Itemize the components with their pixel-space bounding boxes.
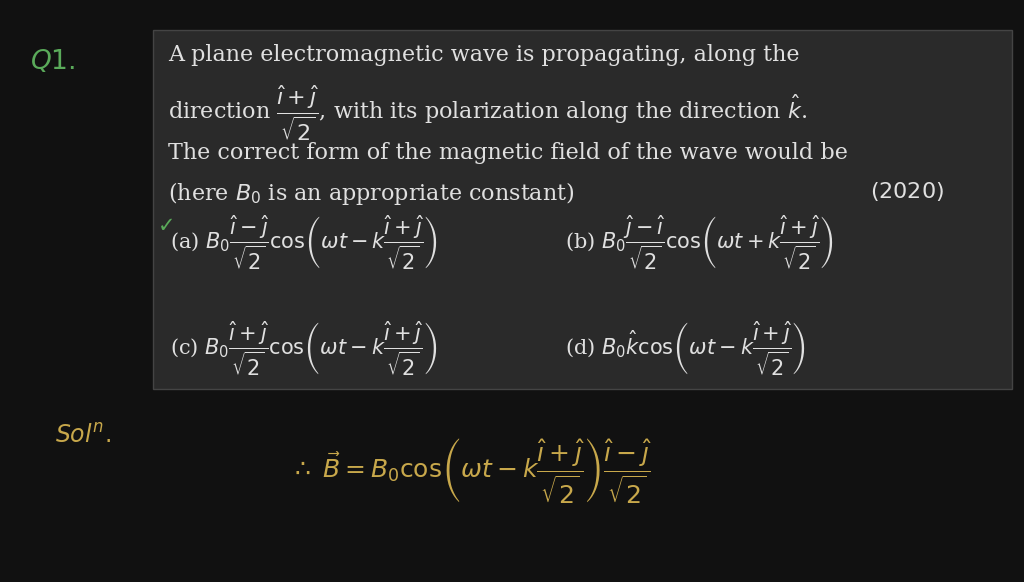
Text: $Q1.$: $Q1.$ [30, 47, 75, 74]
Text: (here $B_0$ is an appropriate constant): (here $B_0$ is an appropriate constant) [168, 180, 574, 207]
Text: $\therefore\;\vec{B} = B_0\cos\!\left(\omega t - k\dfrac{\hat{\imath}+\hat{\jmat: $\therefore\;\vec{B} = B_0\cos\!\left(\o… [290, 437, 651, 506]
Text: A plane electromagnetic wave is propagating, along the: A plane electromagnetic wave is propagat… [168, 44, 800, 66]
Text: $(2020)$: $(2020)$ [870, 180, 944, 203]
Text: (a) $B_0\dfrac{\hat{\imath}-\hat{\jmath}}{\sqrt{2}}\cos\!\left(\omega t - k\dfra: (a) $B_0\dfrac{\hat{\imath}-\hat{\jmath}… [170, 214, 438, 272]
Text: direction $\dfrac{\hat{\imath}+\hat{\jmath}}{\sqrt{2}}$, with its polarization a: direction $\dfrac{\hat{\imath}+\hat{\jma… [168, 84, 807, 143]
Text: (d) $B_0\hat{k}\cos\!\left(\omega t - k\dfrac{\hat{\imath}+\hat{\jmath}}{\sqrt{2: (d) $B_0\hat{k}\cos\!\left(\omega t - k\… [565, 320, 806, 378]
FancyBboxPatch shape [153, 30, 1012, 389]
Text: (b) $B_0\dfrac{\hat{\jmath}-\hat{\imath}}{\sqrt{2}}\cos\!\left(\omega t + k\dfra: (b) $B_0\dfrac{\hat{\jmath}-\hat{\imath}… [565, 214, 834, 272]
Text: (c) $B_0\dfrac{\hat{\imath}+\hat{\jmath}}{\sqrt{2}}\cos\!\left(\omega t - k\dfra: (c) $B_0\dfrac{\hat{\imath}+\hat{\jmath}… [170, 320, 437, 378]
Text: $Sol^n.$: $Sol^n.$ [55, 424, 111, 448]
Text: The correct form of the magnetic field of the wave would be: The correct form of the magnetic field o… [168, 142, 848, 164]
Text: $\checkmark$: $\checkmark$ [157, 214, 173, 234]
